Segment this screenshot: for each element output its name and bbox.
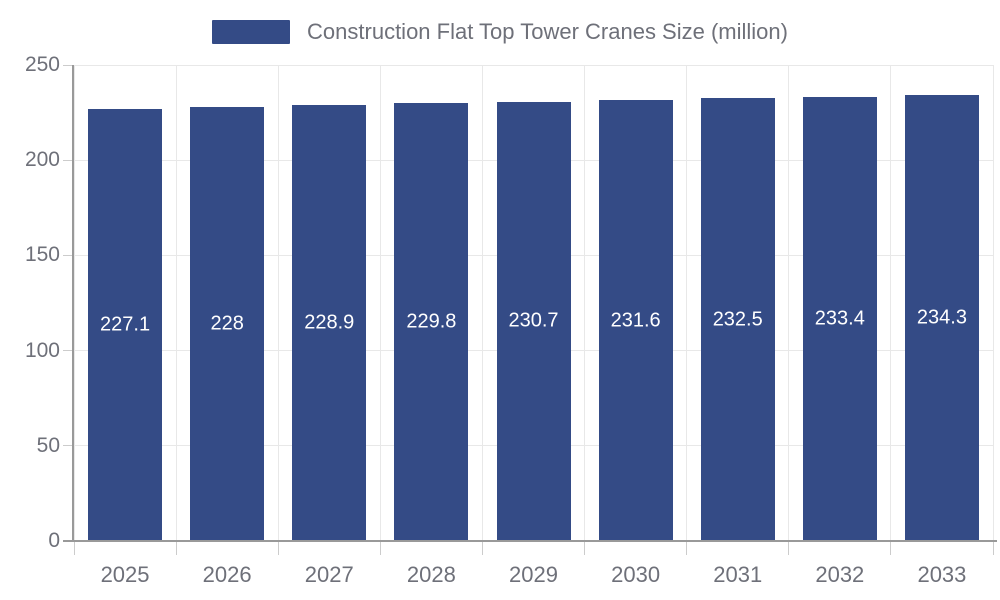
x-axis-line xyxy=(63,540,997,542)
bar-value-label: 228 xyxy=(210,312,244,335)
x-axis-tick xyxy=(788,541,790,555)
gridline-vertical xyxy=(788,65,790,541)
y-axis-label: 150 xyxy=(24,243,60,267)
x-axis-tick xyxy=(73,541,75,555)
gridline-vertical xyxy=(686,65,688,541)
bar-2031 xyxy=(700,98,775,541)
y-axis-tick xyxy=(63,159,74,161)
y-axis-line xyxy=(72,65,74,542)
y-axis-label: 200 xyxy=(24,148,60,172)
bar-2028 xyxy=(394,103,469,541)
x-axis-tick xyxy=(379,541,381,555)
x-axis-tick xyxy=(992,541,994,555)
bar-2033 xyxy=(904,94,979,541)
gridline-horizontal xyxy=(74,64,993,66)
bar-value-label: 234.3 xyxy=(916,306,967,329)
y-axis-label: 250 xyxy=(24,53,60,76)
x-axis-tick xyxy=(890,541,892,555)
y-axis-tick xyxy=(63,64,74,66)
y-axis-label: 100 xyxy=(24,338,60,362)
x-axis-label: 2033 xyxy=(917,562,967,587)
y-axis-tick xyxy=(63,445,74,447)
legend-item[interactable]: Construction Flat Top Tower Cranes Size … xyxy=(0,14,1000,50)
gridline-vertical xyxy=(175,65,177,541)
gridline-vertical xyxy=(73,65,75,541)
bar-value-label: 233.4 xyxy=(814,307,865,330)
x-axis-label: 2025 xyxy=(100,562,150,587)
x-axis-label: 2031 xyxy=(713,562,763,587)
bar-2027 xyxy=(292,105,367,541)
x-axis-label: 2026 xyxy=(202,562,252,587)
x-axis-tick xyxy=(686,541,688,555)
x-axis-label: 2029 xyxy=(509,562,558,587)
x-axis-label: 2032 xyxy=(815,562,865,587)
y-axis-tick xyxy=(63,254,74,256)
bar-value-label: 232.5 xyxy=(712,308,763,331)
gridline-vertical xyxy=(992,65,994,541)
legend-swatch xyxy=(212,20,291,44)
y-axis-label: 50 xyxy=(36,433,60,457)
x-axis-label: 2028 xyxy=(406,562,456,587)
bar-value-label: 228.9 xyxy=(304,311,355,334)
x-axis-tick xyxy=(584,541,586,555)
y-axis-tick xyxy=(63,350,74,352)
bar-2026 xyxy=(190,106,265,541)
gridline-vertical xyxy=(379,65,381,541)
gridline-vertical xyxy=(890,65,892,541)
bar-value-label: 231.6 xyxy=(610,309,661,332)
x-axis-tick xyxy=(175,541,177,555)
bar-value-label: 229.8 xyxy=(406,310,457,333)
y-axis-label: 0 xyxy=(48,529,60,552)
bar-2032 xyxy=(802,96,877,541)
bar-2029 xyxy=(496,101,571,541)
bar-value-label: 227.1 xyxy=(100,313,151,336)
x-axis-label: 2030 xyxy=(611,562,661,587)
x-axis-tick xyxy=(277,541,279,555)
gridline-vertical xyxy=(584,65,586,541)
bar-2030 xyxy=(598,100,673,541)
x-axis-label: 2027 xyxy=(304,562,354,587)
gridline-vertical xyxy=(277,65,279,541)
x-axis-tick xyxy=(481,541,483,555)
gridline-vertical xyxy=(481,65,483,541)
bar-value-label: 230.7 xyxy=(508,309,559,332)
bar-2025 xyxy=(88,108,163,541)
legend-label: Construction Flat Top Tower Cranes Size … xyxy=(307,19,788,44)
